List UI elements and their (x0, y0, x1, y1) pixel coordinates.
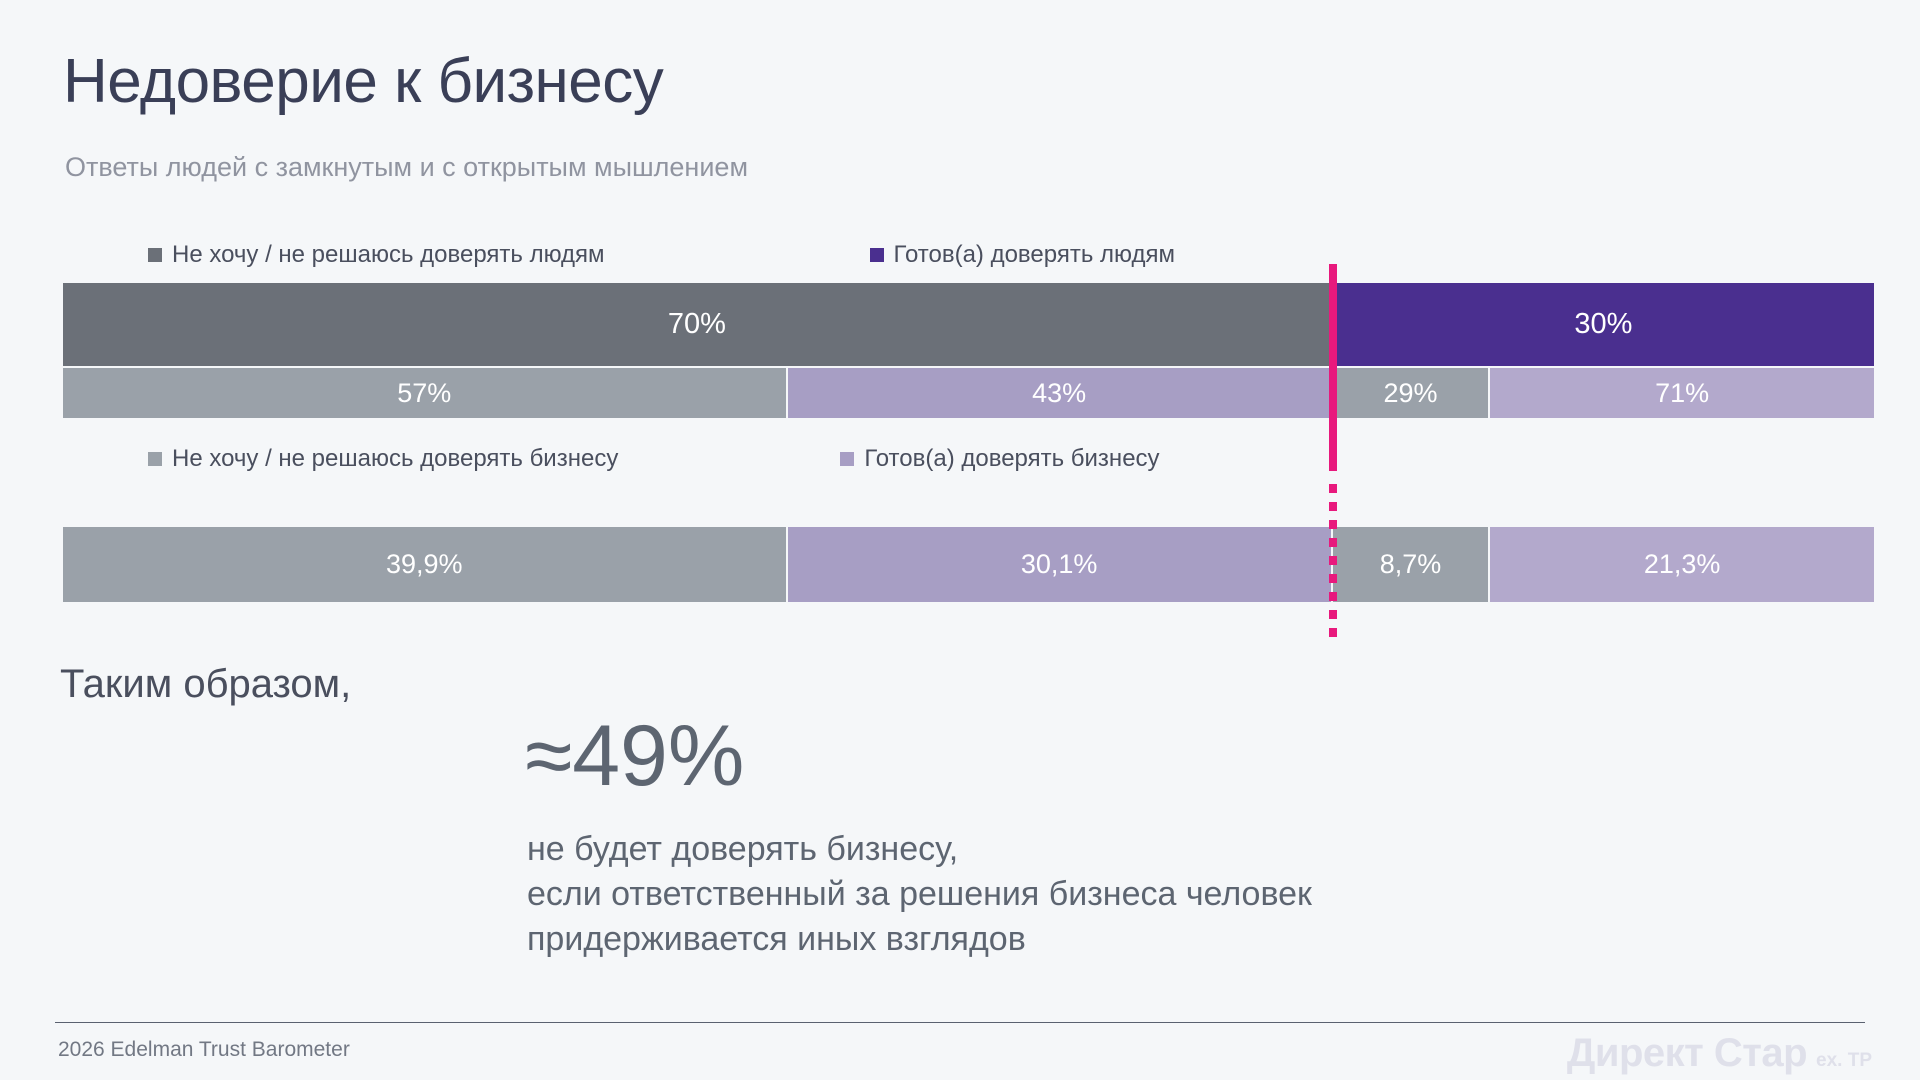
bar-segment: 21,3% (1488, 527, 1874, 602)
bar-segment-label: 71% (1655, 377, 1710, 408)
bar-segment-label: 21,3% (1643, 549, 1721, 579)
bar-segment-label: 30% (1574, 308, 1633, 340)
bar-segment: 57% (63, 368, 786, 418)
legend-item-distrust-business: Не хочу / не решаюсь доверять бизнесу (148, 447, 618, 471)
conclusion-big-number: ≈49% (525, 708, 745, 804)
legend-swatch-icon (148, 452, 162, 466)
legend-people: Не хочу / не решаюсь доверять людям Гото… (148, 240, 1175, 270)
bar-segment-label: 39,9% (386, 549, 463, 579)
conclusion-lead: Таким образом, (60, 662, 352, 706)
legend-swatch-icon (869, 248, 884, 262)
page-title: Недоверие к бизнесу (63, 47, 664, 116)
brand-logo: Директ Стар ex. TP (1567, 1031, 1872, 1076)
bar-segment-label: 70% (667, 308, 726, 340)
legend-label: Не хочу / не решаюсь доверять людям (172, 241, 605, 268)
bar-people-trust: 70% 30% (63, 283, 1874, 366)
bar-segment: 29% (1330, 368, 1489, 418)
marker-line-solid (1329, 264, 1337, 471)
legend-label: Не хочу / не решаюсь доверять бизнесу (172, 445, 619, 472)
bar-segment: 71% (1488, 368, 1874, 418)
conclusion-line: придерживается иных взглядов (527, 919, 1026, 958)
legend-item-trust-business: Готов(а) доверять бизнесу (840, 445, 1160, 472)
conclusion-line: не будет доверять бизнесу, (527, 830, 959, 868)
bar-business-trust-within-groups: 57% 43% 29% 71% (63, 368, 1874, 418)
bar-segment-label: 8,7% (1379, 549, 1442, 579)
brand-suffix: ex. TP (1816, 1050, 1872, 1071)
marker-line-dotted (1329, 484, 1337, 640)
legend-label: Готов(а) доверять людям (893, 241, 1175, 268)
legend-swatch-icon (840, 452, 855, 466)
bar-segment-label: 57% (397, 377, 452, 408)
legend-business: Не хочу / не решаюсь доверять бизнесу Го… (148, 444, 1160, 474)
bar-segment-label: 29% (1383, 377, 1438, 408)
legend-label: Готов(а) доверять бизнесу (864, 445, 1160, 472)
legend-item-distrust-people: Не хочу / не решаюсь доверять людям (148, 243, 605, 267)
bar-segment-label: 30,1% (1020, 549, 1098, 579)
brand-name: Директ Стар (1566, 1031, 1808, 1075)
conclusion-body: не будет доверять бизнесу, если ответств… (527, 827, 1312, 962)
legend-item-trust-people: Готов(а) доверять людям (869, 241, 1175, 268)
page-subtitle: Ответы людей с замкнутым и с открытым мы… (65, 152, 749, 182)
bar-segment: 8,7% (1330, 527, 1489, 602)
legend-swatch-icon (148, 248, 162, 262)
bar-segment: 39,9% (63, 527, 786, 602)
bar-segment-label: 43% (1032, 377, 1087, 408)
bar-segment: 70% (63, 283, 1331, 366)
bar-segment: 30% (1330, 283, 1874, 366)
bar-segment: 30,1% (785, 527, 1331, 602)
bar-business-trust-total: 39,9% 30,1% 8,7% 21,3% (63, 527, 1874, 602)
bar-segment: 43% (785, 368, 1331, 418)
footer-divider (55, 1022, 1865, 1023)
footer-source: 2026 Edelman Trust Barometer (58, 1038, 350, 1061)
conclusion-line: если ответственный за решения бизнеса че… (527, 874, 1312, 913)
